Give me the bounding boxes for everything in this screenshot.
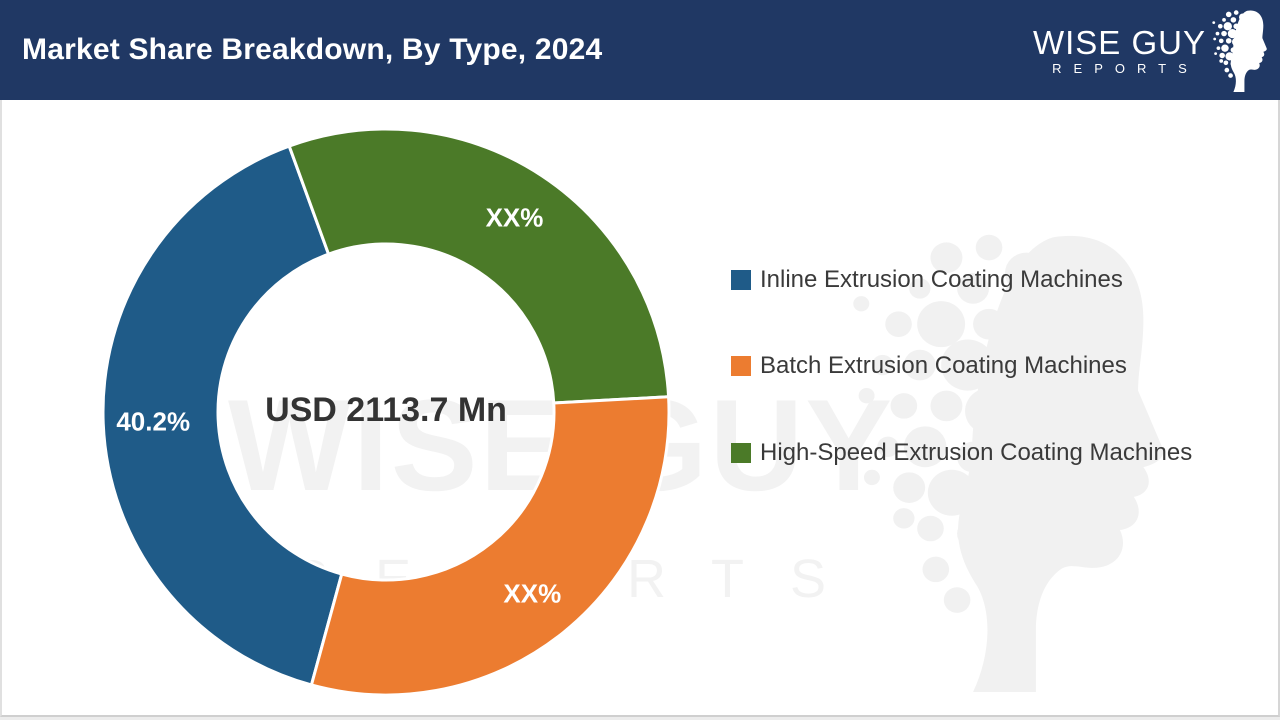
bottom-edge: [0, 717, 1280, 720]
slice-percentage-label: XX%: [503, 578, 561, 608]
logo-face-icon: [1212, 10, 1267, 92]
donut-slice-0: [101, 144, 344, 687]
legend-item-label: High-Speed Extrusion Coating Machines: [760, 439, 1193, 466]
legend-item-label: Batch Extrusion Coating Machines: [760, 352, 1127, 379]
center-value-label: USD 2113.7 Mn: [265, 391, 507, 429]
legend-item-highspeed: High-Speed Extrusion Coating Machines: [731, 439, 1192, 467]
logo-brand-text: WISE GUY: [1032, 23, 1206, 61]
page-title: Market Share Breakdown, By Type, 2024: [22, 33, 603, 66]
header: Market Share Breakdown, By Type, 2024 WI…: [0, 0, 1280, 100]
legend-swatch-batch: [731, 356, 751, 376]
brand-logo: WISE GUY REPORTS: [1033, 0, 1268, 100]
legend-item-inline: Inline Extrusion Coating Machines: [731, 266, 1123, 294]
logo-sub-text: REPORTS: [1052, 60, 1199, 76]
logo-text-block: WISE GUY REPORTS: [1033, 26, 1206, 75]
slice-percentage-label: 40.2%: [116, 407, 190, 437]
donut-slices-group: [101, 127, 671, 697]
slice-percentage-label: XX%: [486, 203, 544, 233]
content-area: WISE GUY REPORTS 40.2%XX%XX% USD 2113.7 …: [0, 100, 1280, 717]
legend-swatch-highspeed: [731, 443, 751, 463]
donut-slice-1: [309, 395, 671, 697]
donut-labels-group: 40.2% XX% XX%: [116, 203, 561, 609]
legend-item-label: Inline Extrusion Coating Machines: [760, 266, 1123, 293]
legend-swatch-inline: [731, 270, 751, 290]
donut-slice-2: [287, 127, 671, 405]
donut-chart-svg: 40.2% XX% XX% USD 2113.7 Mn: [101, 127, 671, 697]
legend-item-batch: Batch Extrusion Coating Machines: [731, 352, 1127, 380]
